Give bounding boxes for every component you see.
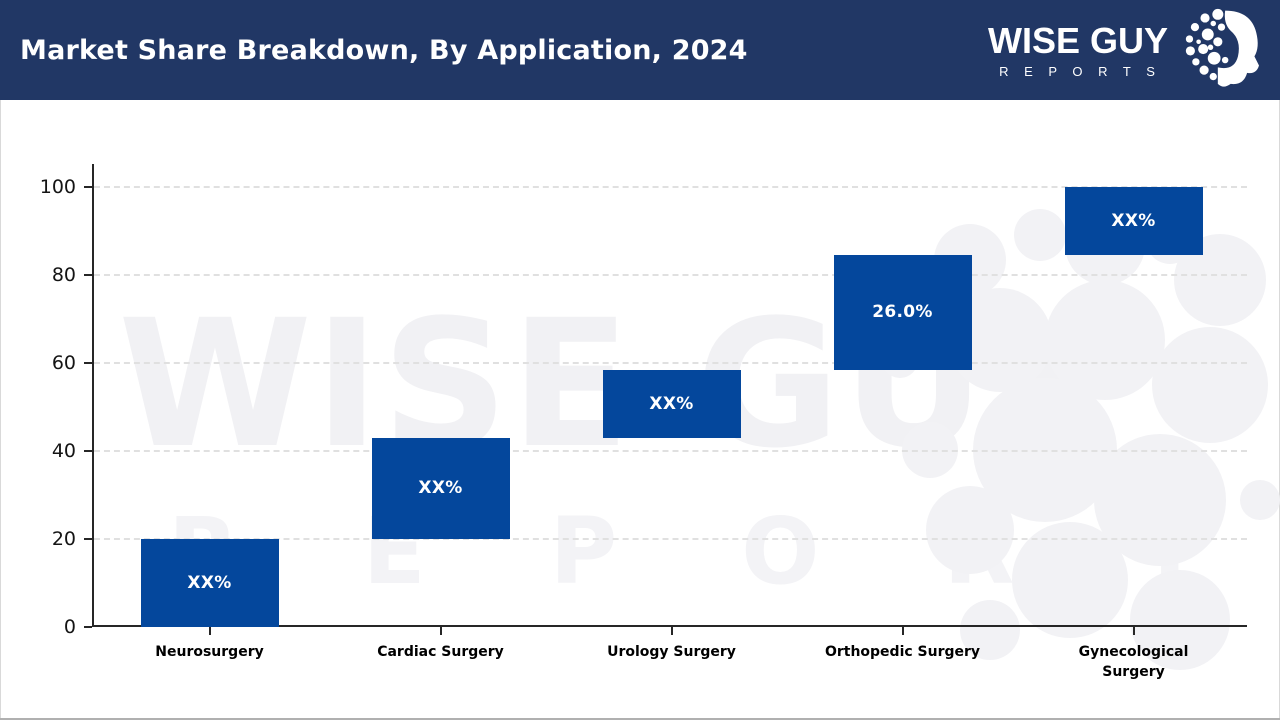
gridline-y-60 (94, 361, 1247, 364)
y-tick-label-100: 100 (39, 175, 76, 198)
bar-urology-surgery: XX% (602, 369, 741, 438)
wiseguy-head-icon (1185, 8, 1259, 87)
y-tick-label-20: 20 (51, 527, 76, 550)
bar-neurosurgery: XX% (140, 538, 279, 627)
x-tick-mark (1132, 627, 1135, 635)
y-tick-mark (84, 537, 92, 540)
y-tick-label-40: 40 (51, 439, 76, 462)
page-title: Market Share Breakdown, By Application, … (20, 34, 748, 66)
x-tick-label-urology-surgery: Urology Surgery (607, 644, 736, 660)
y-tick-mark (84, 449, 92, 452)
y-tick-mark (84, 626, 92, 628)
bar-value-label: XX% (649, 393, 694, 414)
brand-subtitle: R E P O R T S (999, 63, 1161, 79)
y-tick-label-80: 80 (51, 263, 76, 286)
header-bar: Market Share Breakdown, By Application, … (0, 0, 1280, 100)
bar-value-label: XX% (187, 572, 232, 593)
y-tick-mark (84, 361, 92, 364)
bar-cardiac-surgery: XX% (371, 437, 510, 539)
x-tick-mark (439, 627, 442, 635)
bar-value-label: XX% (1111, 210, 1156, 231)
brand-logo: WISE GUY R E P O R T S (988, 7, 1262, 93)
bar-value-label: XX% (418, 478, 463, 499)
brand-wordmark: WISE GUY R E P O R T S (987, 19, 1168, 79)
gridline-y-20 (94, 537, 1247, 540)
x-tick-label-gynecological-surgery: Gynecological Surgery (1078, 644, 1189, 680)
gridline-y-40 (94, 449, 1247, 452)
bar-value-label: 26.0% (872, 302, 933, 323)
bar-orthopedic-surgery: 26.0% (833, 255, 972, 370)
x-tick-mark (670, 627, 673, 635)
x-tick-mark (208, 627, 211, 635)
brand-name: WISE GUY (987, 19, 1168, 61)
y-tick-mark (84, 185, 92, 188)
gridline-y-100 (94, 185, 1247, 188)
x-tick-mark (901, 627, 904, 635)
y-tick-label-60: 60 (51, 351, 76, 374)
x-tick-label-neurosurgery: Neurosurgery (155, 644, 264, 660)
plot-area: 0 20 40 60 80 100 XX% Neurosurgery XX% Cardiac Su… (40, 164, 1247, 680)
x-tick-label-orthopedic-surgery: Orthopedic Surgery (824, 644, 981, 660)
gridline-y-80 (94, 273, 1247, 276)
x-tick-label-cardiac-surgery: Cardiac Surgery (377, 644, 504, 660)
y-tick-mark (84, 273, 92, 276)
y-tick-label-0: 0 (63, 616, 76, 638)
bar-gynecological-surgery: XX% (1064, 186, 1203, 256)
